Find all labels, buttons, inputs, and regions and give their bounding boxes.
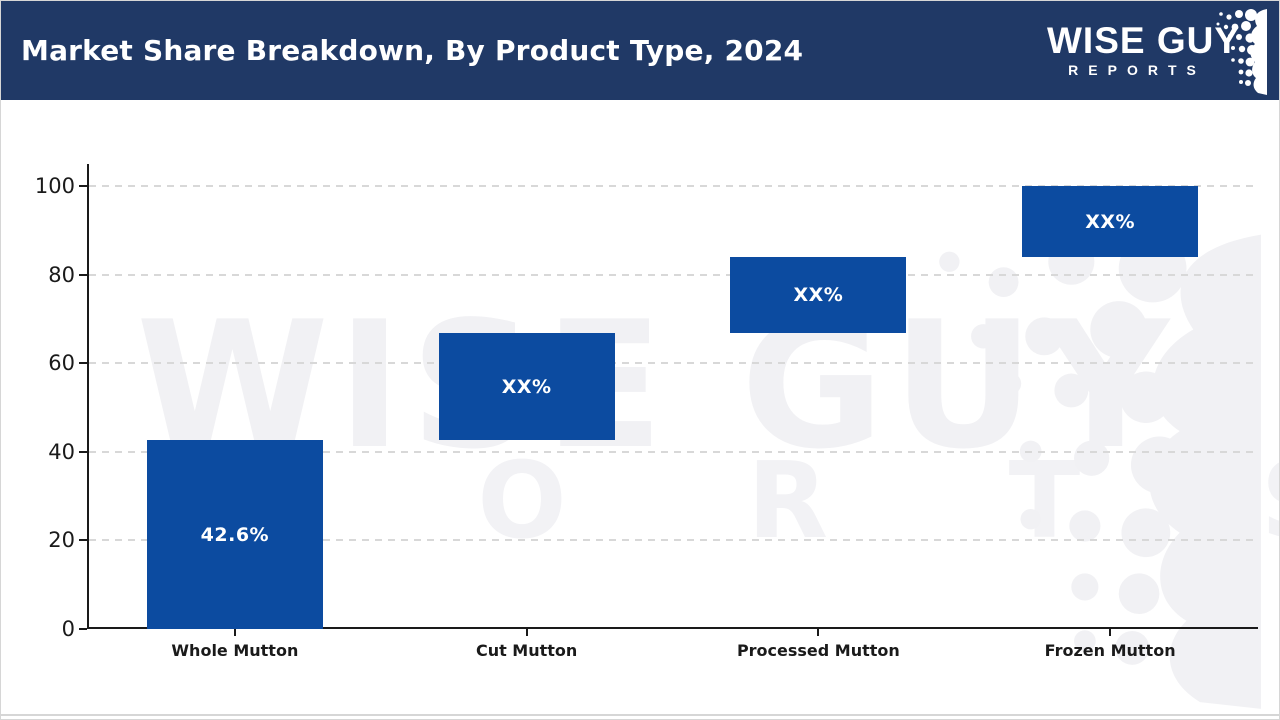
- y-tick-mark: [79, 362, 87, 365]
- x-tick-mark: [233, 629, 236, 636]
- y-tick-label: 40: [48, 439, 75, 464]
- chart-title: Market Share Breakdown, By Product Type,…: [21, 34, 804, 67]
- x-axis-line: [87, 627, 1258, 629]
- gridline-y-60: [89, 362, 1256, 365]
- logo-wordmark-line1: WISE GUY: [1047, 20, 1241, 61]
- y-tick-mark: [79, 628, 87, 630]
- y-tick-mark: [79, 273, 87, 276]
- watermark-wordmark-line2: R O R T S: [216, 440, 1279, 562]
- y-tick-mark: [79, 539, 87, 542]
- x-tick-mark: [525, 629, 528, 636]
- bar-whole-mutton: 42.6%: [146, 440, 323, 629]
- x-axis-label: Cut Mutton: [475, 641, 578, 660]
- gridline-y-20: [89, 539, 1256, 542]
- y-tick-label: 100: [34, 174, 75, 199]
- x-tick-mark: [1109, 629, 1112, 636]
- bar-value-label: 42.6%: [200, 523, 270, 546]
- bar-processed-mutton: XX%: [730, 257, 907, 334]
- gridline-y-80: [89, 273, 1256, 276]
- header-band: Market Share Breakdown, By Product Type,…: [1, 1, 1279, 100]
- y-axis-line: [87, 164, 89, 629]
- x-tick-mark: [817, 629, 820, 636]
- logo-wordmark-line2: REPORTS: [1068, 62, 1206, 78]
- y-tick-label: 80: [48, 262, 75, 287]
- y-tick-mark: [79, 185, 87, 188]
- y-tick-label: 60: [48, 351, 75, 376]
- figure-bottom-rule: [1, 714, 1279, 716]
- gridline-y-100: [89, 185, 1256, 188]
- y-tick-label: 0: [61, 617, 75, 641]
- bar-value-label: XX%: [1085, 210, 1136, 233]
- logo-wordmark: WISE GUY REPORTS: [1047, 20, 1241, 79]
- bar-value-label: XX%: [501, 375, 552, 398]
- x-axis-label: Frozen Mutton: [1044, 641, 1176, 660]
- gridline-y-40: [89, 450, 1256, 453]
- bar-value-label: XX%: [793, 284, 844, 307]
- bar-cut-mutton: XX%: [438, 333, 615, 441]
- logo-head-icon: [1216, 9, 1267, 95]
- y-tick-mark: [79, 450, 87, 453]
- bar-frozen-mutton: XX%: [1022, 186, 1199, 257]
- x-axis-label: Whole Mutton: [171, 641, 299, 660]
- wise-guy-reports-logo: WISE GUY REPORTS: [1017, 7, 1267, 95]
- y-tick-label: 20: [48, 528, 75, 553]
- x-axis-label: Processed Mutton: [736, 641, 900, 660]
